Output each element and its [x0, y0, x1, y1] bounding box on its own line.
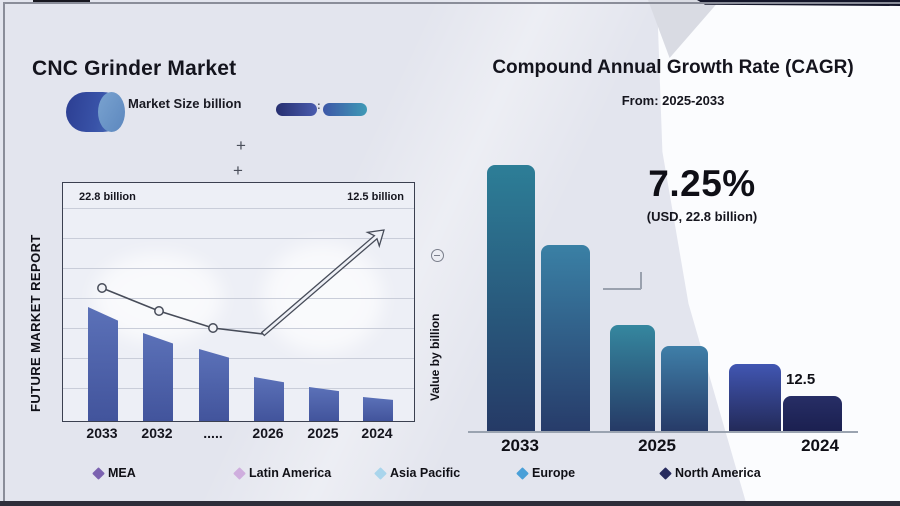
cagr-caption: (USD, 22.8 billion): [646, 209, 758, 224]
cagr-bar: [610, 325, 655, 431]
legend-label: North America: [675, 466, 761, 480]
gridline: [63, 238, 414, 239]
x-axis-label: 2033: [501, 436, 539, 455]
top-left-tick: [33, 0, 90, 3]
x-axis-label: .....: [203, 425, 223, 441]
plus-icon: +: [233, 161, 243, 180]
left-x-axis: 2033 2032..... 2026 2025 2024: [0, 425, 430, 445]
frame-top-line: [3, 2, 900, 4]
legend-label: MEA: [108, 466, 136, 480]
market-size-bar: [254, 377, 284, 421]
market-size-label: Market Size billion: [128, 96, 242, 111]
cagr-value: 7.25%: [648, 163, 756, 204]
x-axis-line: [468, 431, 858, 433]
x-axis-label: 2026: [252, 425, 284, 441]
market-size-bar: [309, 387, 339, 421]
legend-label: Asia Pacific: [390, 466, 461, 480]
x-axis-label: 2025: [307, 425, 339, 441]
pill-colon: :: [317, 100, 321, 112]
market-size-chart: 22.8 billion 12.5 billion: [62, 182, 415, 422]
legend-label: Latin America: [249, 466, 332, 480]
brand-vertical-label: FUTURE MARKET REPORT: [28, 234, 43, 412]
market-size-bar: [363, 397, 393, 421]
market-size-bar: [88, 307, 118, 421]
cagr-subtitle: From: 2025-2033: [621, 93, 725, 108]
gridline: [63, 358, 414, 359]
trend-line-arrow-icon: [97, 229, 385, 337]
x-axis-label: 2033: [86, 425, 118, 441]
cagr-bar: [661, 346, 708, 431]
annotation-right: 12.5 billion: [347, 191, 404, 203]
value-axis-label: Value by billion: [428, 313, 442, 401]
step-line-horizontal: [603, 288, 641, 290]
page-title: CNC Grinder Market: [32, 57, 237, 80]
cylinder-icon: [66, 92, 125, 132]
cylinder-cap: [98, 92, 125, 132]
gridline: [63, 388, 414, 389]
x-axis-label: 2024: [801, 436, 839, 455]
gridline: [63, 328, 414, 329]
pill-icon-teal: [323, 103, 367, 116]
annotation-left: 22.8 billion: [79, 191, 136, 203]
cagr-bar: [783, 396, 842, 431]
cagr-bar: [541, 245, 590, 431]
cagr-title: Compound Annual Growth Rate (CAGR): [492, 57, 854, 78]
frame-bottom-line: [0, 501, 900, 506]
market-size-bar: [199, 349, 229, 421]
frame-left-line: [3, 2, 5, 506]
plus-icon: +: [236, 136, 246, 155]
x-axis-label: 2032: [141, 425, 173, 441]
x-axis-label: 2025: [638, 436, 676, 455]
x-axis-label: 2024: [361, 425, 393, 441]
legend-label: Europe: [532, 466, 576, 480]
gridline: [63, 298, 414, 299]
gridline: [63, 208, 414, 209]
gridline: [63, 268, 414, 269]
bar-value-label: 12.5: [786, 371, 816, 388]
cagr-bar: [487, 165, 535, 431]
pill-icon-navy: [276, 103, 317, 116]
market-size-bar: [143, 333, 173, 421]
cagr-bar: [729, 364, 781, 431]
step-line-vertical: [640, 272, 642, 289]
circle-minus-icon: [431, 249, 444, 262]
